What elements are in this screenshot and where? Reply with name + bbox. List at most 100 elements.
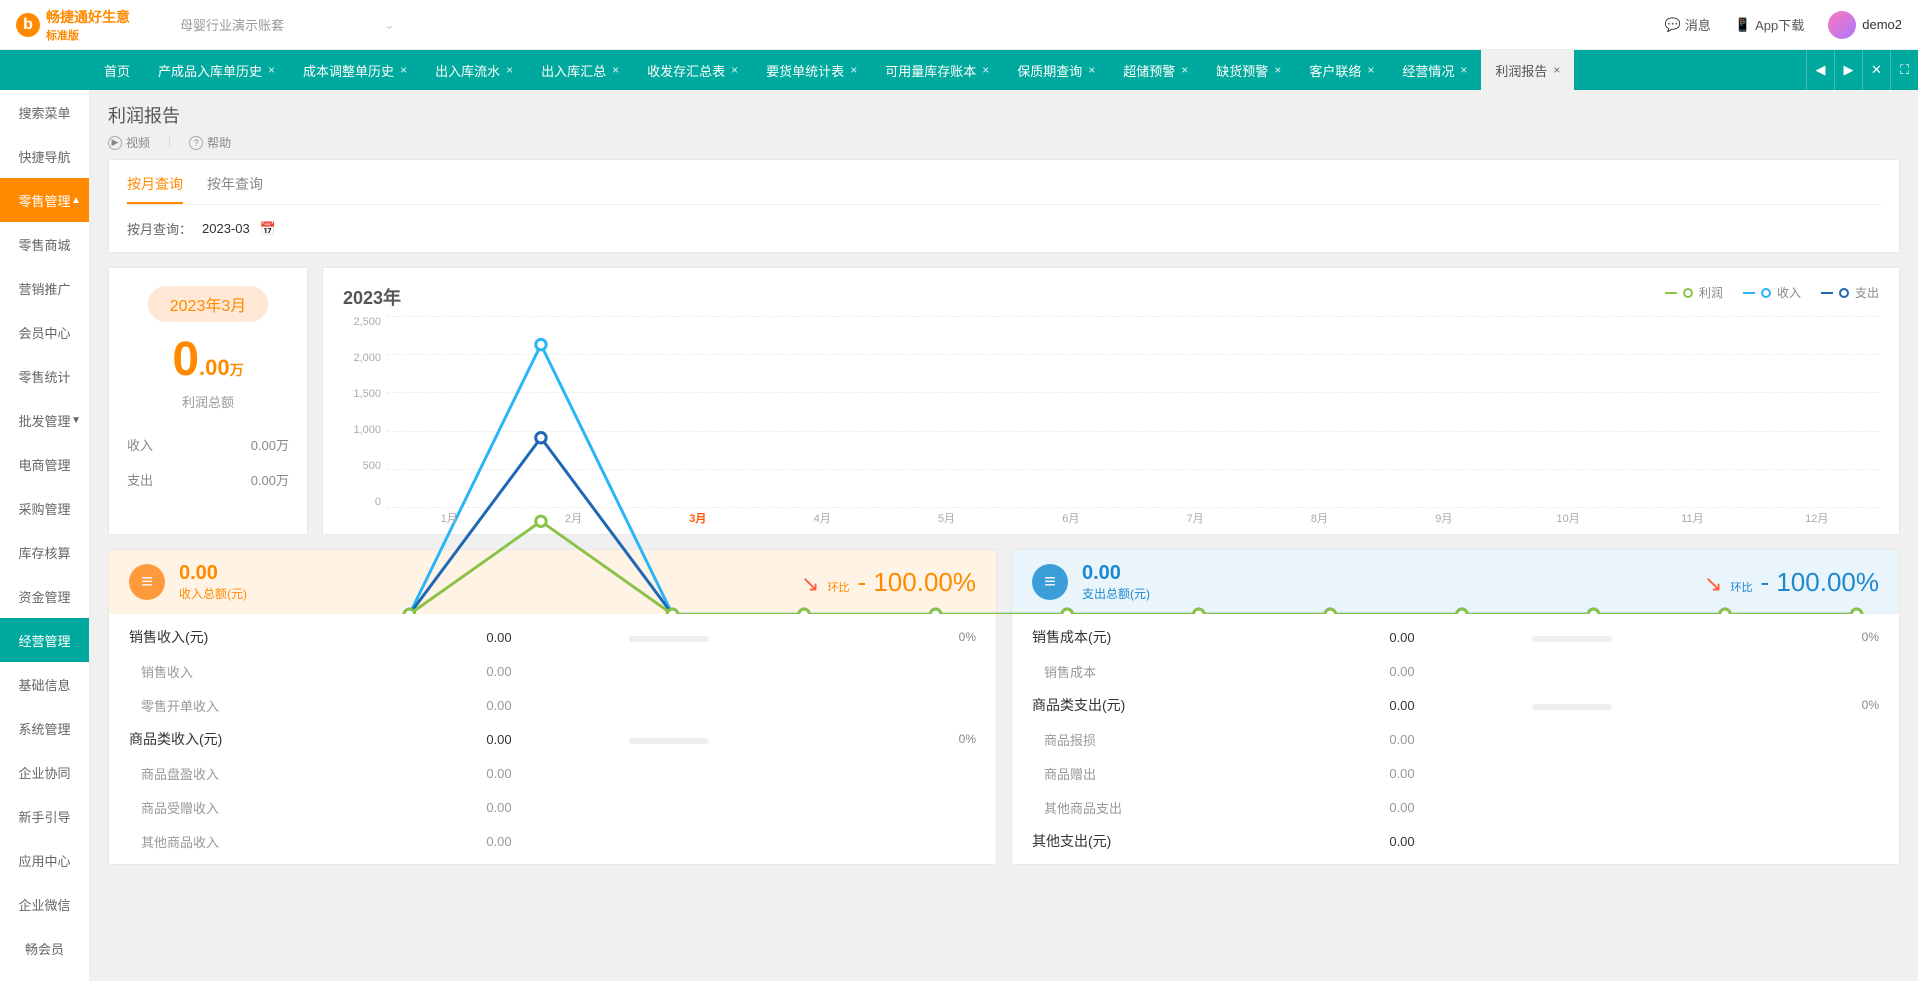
detail-row: 商品类收入(元)0.000% [129, 722, 976, 756]
x-tick: 2月 [511, 510, 635, 526]
close-icon[interactable]: × [1274, 63, 1281, 77]
filter-value: 2023-03 [202, 221, 250, 236]
query-tab[interactable]: 按年查询 [207, 174, 263, 204]
sidebar-item[interactable]: 搜索菜单 [0, 90, 89, 134]
sidebar-item[interactable]: 营销推广 [0, 266, 89, 310]
sidebar-item[interactable]: 基础信息 [0, 662, 89, 706]
user-name: demo2 [1862, 17, 1902, 32]
logo: b 畅捷通好生意 标准版 [16, 7, 130, 43]
legend-item: 利润 [1665, 284, 1723, 301]
x-tick: 5月 [884, 510, 1008, 526]
sidebar-item[interactable]: 批发管理▼ [0, 398, 89, 442]
profit-total-label: 利润总额 [182, 392, 234, 411]
sidebar-item[interactable]: 应用中心 [0, 838, 89, 882]
close-icon[interactable]: × [1181, 63, 1188, 77]
detail-row: 零售开单收入0.00 [129, 688, 976, 722]
tab[interactable]: 可用量库存账本× [871, 50, 1003, 90]
close-icon[interactable]: × [268, 63, 275, 77]
sidebar-item[interactable]: 零售商城 [0, 222, 89, 266]
tab[interactable]: 保质期查询× [1003, 50, 1109, 90]
close-icon[interactable]: × [850, 63, 857, 77]
tab[interactable]: 超储预警× [1109, 50, 1202, 90]
income-value: 0.00 [179, 562, 247, 585]
detail-row: 销售成本(元)0.000% [1032, 620, 1879, 654]
tab-fullscreen[interactable]: ⛶ [1890, 50, 1918, 90]
help-video-link[interactable]: ▶ 视频 [108, 134, 150, 151]
x-tick: 7月 [1133, 510, 1257, 526]
query-tab[interactable]: 按月查询 [127, 174, 183, 204]
sidebar-item[interactable]: 畅会员 [0, 926, 89, 970]
sidebar-item[interactable]: 库存核算 [0, 530, 89, 574]
sidebar-item[interactable]: 企业微信 [0, 882, 89, 926]
help-text-link[interactable]: ? 帮助 [189, 134, 231, 151]
tab[interactable]: 出入库汇总× [527, 50, 633, 90]
caret-icon: ▲ [71, 195, 81, 206]
account-name: 母婴行业演示账套 [180, 15, 284, 34]
tab[interactable]: 缺货预警× [1202, 50, 1295, 90]
tab[interactable]: 成本调整单历史× [289, 50, 421, 90]
topbar: b 畅捷通好生意 标准版 母婴行业演示账套 ⌄ 💬 消息 📱 App下载 dem… [0, 0, 1918, 50]
detail-row: 其他商品支出0.00 [1032, 790, 1879, 824]
sidebar-item[interactable]: 会员中心 [0, 310, 89, 354]
close-icon[interactable]: × [1088, 63, 1095, 77]
tab[interactable]: 产成品入库单历史× [144, 50, 289, 90]
sidebar-item[interactable]: 电商管理 [0, 442, 89, 486]
sidebar-item[interactable]: 采购管理 [0, 486, 89, 530]
tab[interactable]: 经营情况× [1388, 50, 1481, 90]
sidebar: 搜索菜单快捷导航零售管理▲零售商城营销推广会员中心零售统计批发管理▼电商管理采购… [0, 90, 90, 981]
chart-legend: 利润收入支出 [1665, 284, 1879, 301]
filter-label: 按月查询： [127, 219, 192, 238]
tab[interactable]: 利润报告× [1481, 50, 1574, 90]
app-download-link[interactable]: 📱 App下载 [1735, 15, 1804, 34]
messages-link[interactable]: 💬 消息 [1665, 15, 1711, 34]
sidebar-item[interactable]: 快捷导航 [0, 134, 89, 178]
sidebar-item[interactable]: 企业协同 [0, 750, 89, 794]
detail-row: 其他商品收入0.00 [129, 824, 976, 858]
tab-scroll-right[interactable]: ▶ [1834, 50, 1862, 90]
tab[interactable]: 出入库流水× [421, 50, 527, 90]
month-badge: 2023年3月 [148, 286, 269, 322]
summary-row: 收入0.00万 [127, 435, 289, 454]
close-icon[interactable]: × [1553, 63, 1560, 77]
close-icon[interactable]: × [506, 63, 513, 77]
close-icon[interactable]: × [1367, 63, 1374, 77]
page-title: 利润报告 [108, 102, 1900, 128]
tab[interactable]: 收发存汇总表× [633, 50, 752, 90]
close-icon[interactable]: × [1460, 63, 1467, 77]
x-tick: 6月 [1009, 510, 1133, 526]
x-tick: 4月 [760, 510, 884, 526]
tab[interactable]: 首页 [90, 50, 144, 90]
sidebar-item[interactable]: 新手引导 [0, 794, 89, 838]
detail-row: 销售成本0.00 [1032, 654, 1879, 688]
calendar-icon[interactable]: 📅 [260, 221, 276, 237]
user-menu[interactable]: demo2 [1828, 11, 1902, 39]
chevron-down-icon: ⌄ [384, 17, 395, 33]
query-panel: 按月查询按年查询 按月查询： 2023-03 📅 [108, 159, 1900, 253]
sidebar-item[interactable]: 资金管理 [0, 574, 89, 618]
logo-icon: b [16, 13, 40, 37]
chart-title: 2023年 [343, 284, 1879, 310]
avatar [1828, 11, 1856, 39]
detail-row: 其他支出(元)0.00 [1032, 824, 1879, 858]
tab-scroll-left[interactable]: ◀ [1806, 50, 1834, 90]
sidebar-item[interactable]: 零售统计 [0, 354, 89, 398]
close-icon[interactable]: × [731, 63, 738, 77]
tab-close-all[interactable]: ✕ [1862, 50, 1890, 90]
play-icon: ▶ [108, 136, 122, 150]
sidebar-item[interactable]: 经营管理 [0, 618, 89, 662]
close-icon[interactable]: × [400, 63, 407, 77]
close-icon[interactable]: × [612, 63, 619, 77]
chart-y-axis: 2,5002,0001,5001,0005000 [343, 316, 387, 526]
phone-icon: 📱 [1735, 17, 1751, 33]
tab[interactable]: 要货单统计表× [752, 50, 871, 90]
close-icon[interactable]: × [982, 63, 989, 77]
x-tick: 9月 [1382, 510, 1506, 526]
tab[interactable]: 客户联络× [1295, 50, 1388, 90]
detail-row: 商品盘盈收入0.00 [129, 756, 976, 790]
sidebar-item[interactable]: 系统管理 [0, 706, 89, 750]
income-icon: ≡ [129, 564, 165, 600]
x-tick: 10月 [1506, 510, 1630, 526]
brand-main: 畅捷通好生意 [46, 7, 130, 27]
account-selector[interactable]: 母婴行业演示账套 ⌄ [180, 15, 395, 34]
sidebar-item[interactable]: 零售管理▲ [0, 178, 89, 222]
